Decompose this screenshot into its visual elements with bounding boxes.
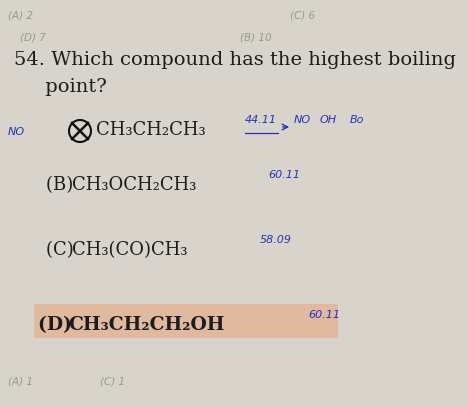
Text: (A) 1: (A) 1 <box>8 377 33 387</box>
Text: 58.09: 58.09 <box>260 235 292 245</box>
Text: (D): (D) <box>38 316 78 334</box>
Text: (B) 10: (B) 10 <box>240 32 271 42</box>
Text: CH₃CH₂CH₃: CH₃CH₂CH₃ <box>96 121 205 139</box>
Text: (C) 1: (C) 1 <box>100 377 125 387</box>
Text: (D) 7: (D) 7 <box>20 32 46 42</box>
Text: NO: NO <box>294 115 311 125</box>
Text: 44.11: 44.11 <box>245 115 277 125</box>
Text: OH: OH <box>320 115 337 125</box>
Text: (C): (C) <box>46 241 80 259</box>
Text: 60.11: 60.11 <box>268 170 300 180</box>
Text: CH₃(CO)CH₃: CH₃(CO)CH₃ <box>72 241 188 259</box>
FancyBboxPatch shape <box>34 304 338 338</box>
Text: (B): (B) <box>46 176 79 194</box>
Text: 60.11: 60.11 <box>308 310 340 320</box>
Text: CH₃OCH₂CH₃: CH₃OCH₂CH₃ <box>72 176 197 194</box>
Text: (A) 2: (A) 2 <box>8 10 33 20</box>
Text: NO: NO <box>8 127 25 137</box>
Text: Bo: Bo <box>350 115 365 125</box>
Text: 54. Which compound has the highest boiling: 54. Which compound has the highest boili… <box>14 51 456 69</box>
Text: CH₃CH₂CH₂OH: CH₃CH₂CH₂OH <box>68 316 225 334</box>
Text: point?: point? <box>14 78 107 96</box>
Text: (C) 6: (C) 6 <box>290 10 315 20</box>
